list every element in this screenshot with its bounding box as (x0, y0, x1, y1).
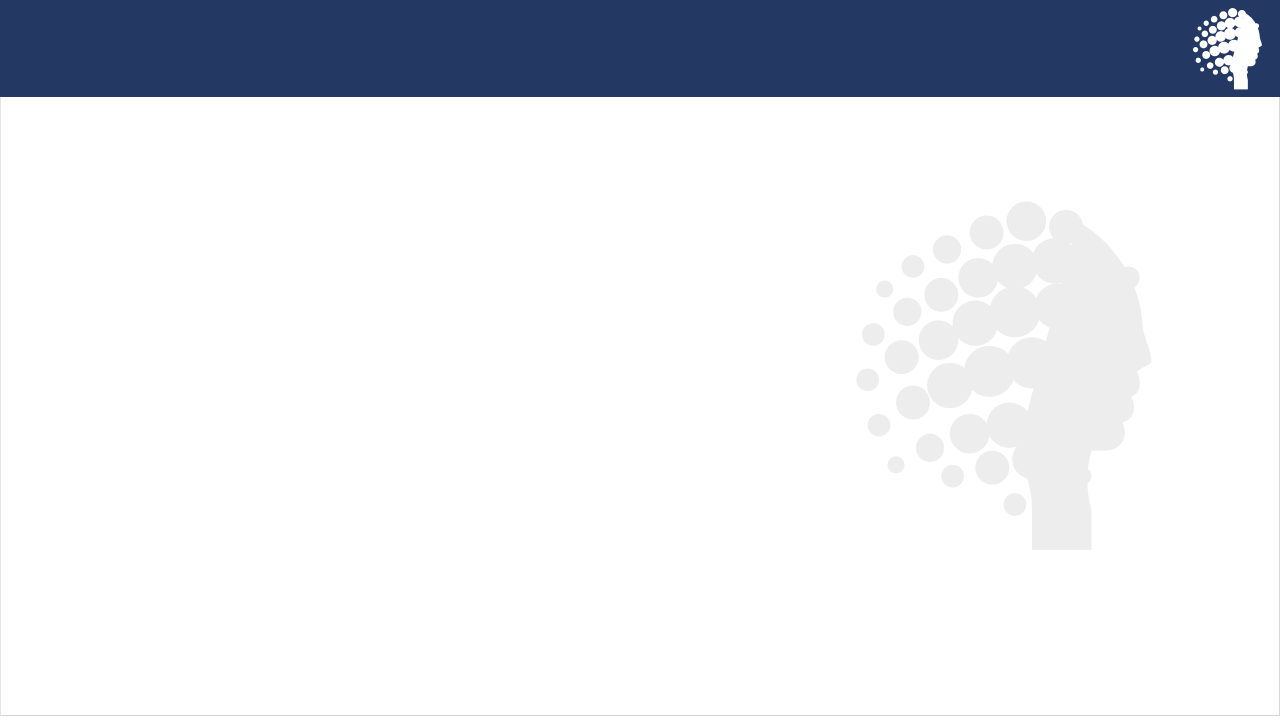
header (0, 0, 1280, 97)
watermark (0, 97, 1280, 720)
content-frame (0, 97, 1280, 716)
watermark-head-icon (856, 201, 1152, 550)
wise-guy-logo (1006, 0, 1266, 97)
wise-guy-head-icon (1192, 7, 1262, 90)
